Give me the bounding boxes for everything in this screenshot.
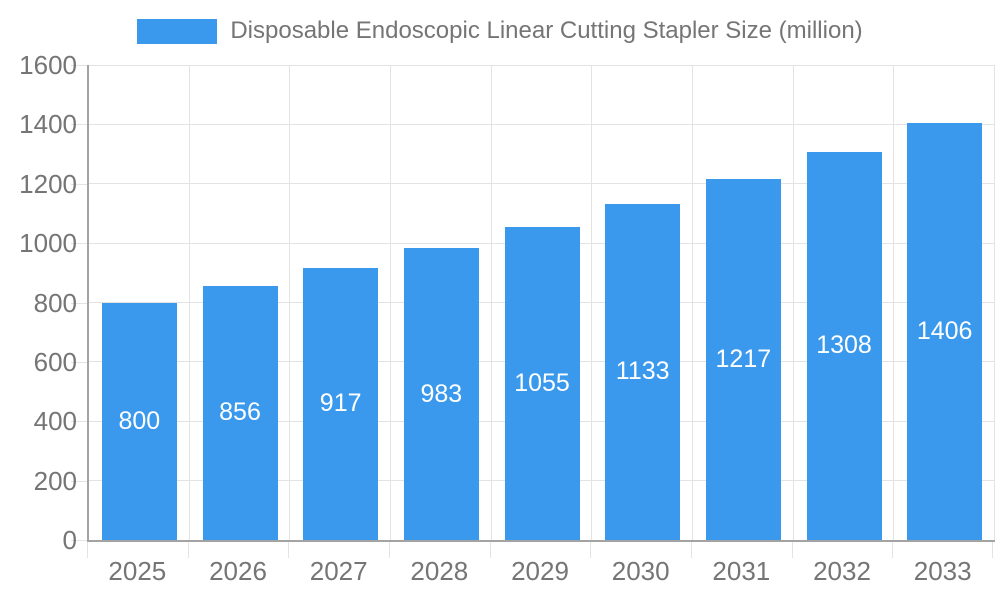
bar[interactable]: 1308 [806, 151, 882, 540]
y-axis-label: 1400 [19, 109, 77, 140]
bar-value-label: 1217 [715, 344, 772, 373]
y-gridline [89, 123, 995, 125]
x-axis-label: 2030 [611, 556, 670, 586]
x-axis-label: 2026 [209, 556, 267, 586]
x-axis-tick [489, 542, 491, 558]
x-axis-tick [590, 542, 592, 558]
x-gridline [289, 65, 291, 540]
x-axis-label: 2033 [913, 556, 972, 586]
y-axis-tick [71, 243, 87, 245]
x-axis-tick [791, 542, 793, 558]
y-gridline [89, 183, 995, 185]
y-axis-tick [71, 124, 87, 126]
x-gridline [692, 65, 693, 540]
y-axis-label: 400 [33, 406, 77, 437]
y-axis-tick [71, 540, 87, 541]
y-axis-tick [71, 361, 87, 363]
bar[interactable]: 917 [303, 267, 379, 540]
x-axis-label: 2028 [410, 556, 469, 586]
y-axis-label: 1600 [19, 50, 77, 80]
legend-swatch [137, 18, 218, 44]
x-gridline [893, 65, 895, 540]
y-gridline [89, 64, 995, 66]
y-axis-label: 1000 [19, 228, 77, 259]
bar-value-label: 1406 [916, 316, 973, 345]
x-gridline [591, 65, 593, 540]
x-axis-label: 2027 [309, 556, 368, 586]
x-axis-tick [892, 542, 894, 558]
plot-area: 800 856 917 983 1055 1133 1217 1308 1406 [87, 64, 995, 542]
x-gridline [490, 65, 492, 540]
y-axis-label: 200 [33, 465, 77, 496]
legend-label: Disposable Endoscopic Linear Cutting Sta… [230, 17, 863, 44]
x-axis-tick [87, 542, 88, 558]
bar[interactable]: 1406 [907, 122, 983, 540]
y-axis-tick [71, 65, 87, 66]
bar-value-label: 917 [319, 389, 362, 418]
x-axis-tick [691, 542, 692, 558]
x-axis-tick [389, 542, 390, 558]
y-axis-tick [71, 480, 87, 482]
bar-value-label: 1055 [514, 368, 570, 397]
y-axis-label: 600 [33, 346, 77, 377]
x-gridline [188, 65, 190, 540]
y-axis-tick [71, 183, 87, 185]
bar-value-label: 983 [420, 379, 463, 408]
y-axis-label: 800 [33, 287, 77, 318]
x-gridline [994, 65, 995, 540]
x-gridline [792, 65, 794, 540]
bar-value-label: 800 [118, 406, 161, 435]
bar[interactable]: 1055 [504, 226, 580, 540]
y-axis-tick [71, 302, 87, 304]
bar-value-label: 1133 [615, 357, 670, 386]
bar[interactable]: 1217 [705, 178, 781, 540]
x-axis-tick [288, 542, 290, 558]
x-axis-label: 2025 [108, 556, 167, 586]
x-axis-label: 2032 [813, 556, 871, 586]
bar[interactable]: 983 [403, 248, 479, 540]
bar-value-label: 856 [219, 398, 261, 427]
x-axis-label: 2029 [511, 556, 569, 586]
bar-value-label: 1308 [816, 331, 872, 360]
y-axis-tick [71, 421, 87, 423]
bar[interactable]: 800 [101, 302, 177, 540]
legend[interactable]: Disposable Endoscopic Linear Cutting Sta… [0, 17, 1000, 45]
bar[interactable]: 856 [202, 285, 278, 540]
bar[interactable]: 1133 [605, 203, 681, 540]
x-axis-label: 2031 [712, 556, 771, 586]
x-axis-tick [187, 542, 189, 558]
x-axis-tick [992, 542, 993, 558]
x-gridline [390, 65, 391, 540]
y-axis-label: 0 [62, 525, 77, 555]
y-axis-label: 1200 [19, 168, 77, 199]
